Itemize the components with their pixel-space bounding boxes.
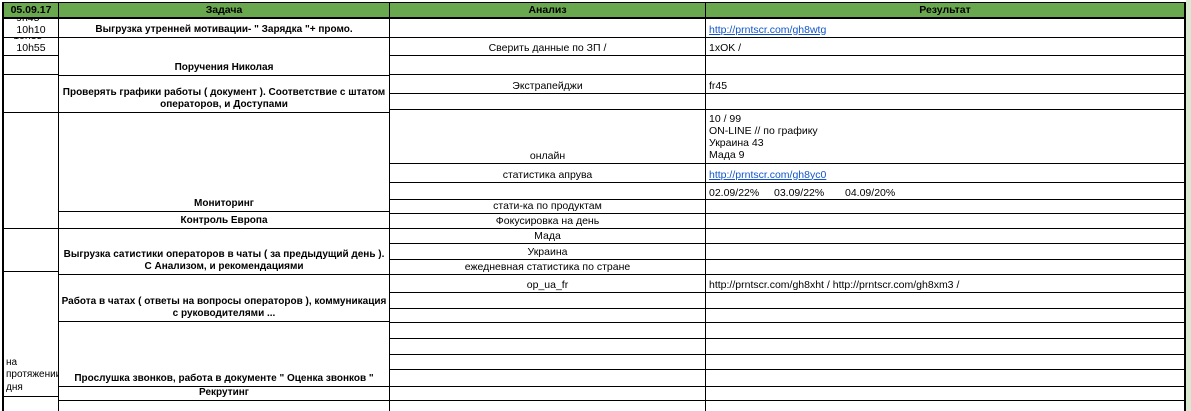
empty-cell[interactable] <box>2 397 59 411</box>
empty-cell[interactable] <box>706 214 1186 229</box>
header-task[interactable]: Задача <box>59 3 390 19</box>
empty-cell[interactable] <box>390 308 706 323</box>
empty-cell[interactable] <box>706 243 1186 260</box>
empty-cell[interactable] <box>390 387 706 401</box>
cell-analysis-op-ua-fr[interactable]: op_ua_fr <box>390 274 706 293</box>
column-analysis: Анализ Сверить данные по ЗП / Экстрапейд… <box>390 3 706 411</box>
cell-analysis-product-stats[interactable]: стати-ка по продуктам <box>390 200 706 214</box>
result-link-gh8wtg[interactable]: http://prntscr.com/gh8wtg <box>709 23 827 36</box>
cell-result-link1: http://prntscr.com/gh8wtg <box>706 18 1186 38</box>
cell-task-morning[interactable]: Выгрузка утренней мотивации- " Зарядка "… <box>59 18 390 38</box>
cell-time-slot1[interactable]: 9h45 - 10h10 <box>2 18 59 38</box>
column-result: Результат http://prntscr.com/gh8wtg 1xOK… <box>706 3 1186 411</box>
cell-result-links3[interactable]: http://prntscr.com/gh8xht / http://prnts… <box>706 274 1186 293</box>
cell-task-recruiting[interactable]: Рекрутинг <box>59 387 390 401</box>
empty-cell[interactable] <box>706 323 1186 339</box>
percent-value: 02.09/22% <box>709 186 760 199</box>
cell-task-monitoring[interactable]: Мониторинг <box>59 113 390 212</box>
cell-analysis-approve-stats[interactable]: статистика апрува <box>390 163 706 183</box>
empty-cell[interactable] <box>390 338 706 355</box>
empty-cell[interactable] <box>390 401 706 411</box>
empty-cell[interactable] <box>706 308 1186 323</box>
empty-cell[interactable] <box>2 113 59 229</box>
cell-during-day[interactable]: на протяжении дня <box>2 271 59 397</box>
result-link-gh8yc0[interactable]: http://prntscr.com/gh8yc0 <box>709 168 827 181</box>
percent-value: 03.09/22% <box>774 186 825 199</box>
empty-cell[interactable] <box>59 401 390 411</box>
empty-cell[interactable] <box>706 56 1186 75</box>
cell-result-ok[interactable]: 1xOK / <box>706 37 1186 56</box>
cell-result-link2: http://prntscr.com/gh8yc0 <box>706 163 1186 183</box>
cell-analysis-extrapages[interactable]: Экстрапейджи <box>390 75 706 94</box>
header-date[interactable]: 05.09.17 <box>2 3 59 19</box>
cell-analysis-mada[interactable]: Мада <box>390 229 706 244</box>
cell-task-control-europe[interactable]: Контроль Европа <box>59 212 390 229</box>
online-status-line: 10 / 99 <box>709 113 742 125</box>
cell-result-percents[interactable]: 02.09/22% 03.09/22% 04.09/20% <box>706 182 1186 200</box>
cell-task-chat-stats[interactable]: Выгрузка сатистики операторов в чаты ( з… <box>59 229 390 275</box>
cell-analysis-ukraine[interactable]: Украина <box>390 243 706 260</box>
empty-cell[interactable] <box>706 401 1186 411</box>
cell-result-online-status[interactable]: 10 / 99 ON-LINE // по графику Украина 43… <box>706 110 1186 164</box>
empty-cell[interactable] <box>706 229 1186 244</box>
cell-task-nikolay[interactable]: Поручения Николая <box>59 37 390 76</box>
cell-time-slot2[interactable]: 10h35 - 10h55 <box>2 37 59 56</box>
column-task: Задача Выгрузка утренней мотивации- " За… <box>59 3 390 411</box>
column-time: 05.09.17 9h45 - 10h10 10h35 - 10h55 на п… <box>2 3 59 411</box>
cell-task-schedules[interactable]: Проверять графики работы ( документ ). С… <box>59 76 390 113</box>
cell-analysis-online[interactable]: онлайн <box>390 110 706 164</box>
online-status-line: Мада 9 <box>709 149 745 161</box>
cell-analysis-daily-country[interactable]: ежедневная статистика по стране <box>390 259 706 275</box>
empty-cell[interactable] <box>2 75 59 113</box>
empty-cell[interactable] <box>706 200 1186 214</box>
empty-cell[interactable] <box>706 259 1186 275</box>
cell-result-fr45[interactable]: fr45 <box>706 75 1186 94</box>
online-status-line: Украина 43 <box>709 137 764 149</box>
header-result[interactable]: Результат <box>706 3 1186 19</box>
empty-cell[interactable] <box>390 94 706 110</box>
empty-cell[interactable] <box>390 323 706 339</box>
empty-cell[interactable] <box>390 293 706 309</box>
empty-cell[interactable] <box>706 354 1186 370</box>
header-analysis[interactable]: Анализ <box>390 3 706 19</box>
percent-value: 04.09/20% <box>845 186 896 199</box>
cell-analysis-focus[interactable]: Фокусировка на день <box>390 214 706 229</box>
empty-cell[interactable] <box>390 354 706 370</box>
empty-cell[interactable] <box>706 293 1186 309</box>
empty-cell[interactable] <box>390 18 706 38</box>
online-status-line: ON-LINE // по графику <box>709 125 818 137</box>
empty-cell[interactable] <box>706 387 1186 401</box>
empty-cell[interactable] <box>390 182 706 200</box>
empty-cell[interactable] <box>706 94 1186 110</box>
empty-cell[interactable] <box>2 229 59 272</box>
cell-task-chat-work[interactable]: Работа в чатах ( ответы на вопросы опера… <box>59 274 390 322</box>
empty-cell[interactable] <box>390 370 706 387</box>
cell-task-calls[interactable]: Прослушка звонков, работа в документе " … <box>59 322 390 387</box>
adjacent-column-strip <box>1186 0 1191 411</box>
empty-cell[interactable] <box>706 370 1186 387</box>
empty-cell[interactable] <box>390 56 706 75</box>
empty-cell[interactable] <box>2 56 59 75</box>
empty-cell[interactable] <box>706 338 1186 355</box>
cell-analysis-salary[interactable]: Сверить данные по ЗП / <box>390 37 706 56</box>
